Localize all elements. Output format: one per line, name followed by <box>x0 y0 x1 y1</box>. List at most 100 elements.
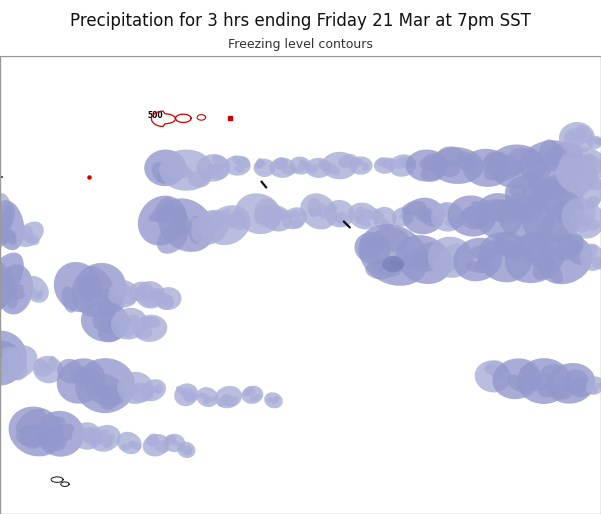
Ellipse shape <box>174 383 198 406</box>
Ellipse shape <box>92 429 109 444</box>
Ellipse shape <box>349 158 361 167</box>
Ellipse shape <box>585 177 601 191</box>
Ellipse shape <box>0 256 14 290</box>
Ellipse shape <box>373 207 397 230</box>
Ellipse shape <box>206 163 223 174</box>
Ellipse shape <box>100 289 120 305</box>
Ellipse shape <box>505 231 565 283</box>
Ellipse shape <box>275 158 288 169</box>
Ellipse shape <box>148 208 166 222</box>
Ellipse shape <box>141 293 159 307</box>
Ellipse shape <box>412 253 436 267</box>
Ellipse shape <box>245 389 256 396</box>
Ellipse shape <box>475 193 523 239</box>
Ellipse shape <box>207 164 229 179</box>
Ellipse shape <box>36 290 44 298</box>
Ellipse shape <box>178 446 186 452</box>
Ellipse shape <box>127 315 139 324</box>
Ellipse shape <box>580 205 596 227</box>
Ellipse shape <box>371 227 409 252</box>
Ellipse shape <box>141 379 166 401</box>
Ellipse shape <box>392 207 413 227</box>
Ellipse shape <box>564 132 584 149</box>
Ellipse shape <box>145 436 156 445</box>
Ellipse shape <box>594 138 601 144</box>
Ellipse shape <box>108 280 138 308</box>
Ellipse shape <box>444 218 463 228</box>
Ellipse shape <box>19 230 35 243</box>
Ellipse shape <box>555 167 579 182</box>
Ellipse shape <box>528 180 549 200</box>
Ellipse shape <box>243 387 253 396</box>
Ellipse shape <box>72 423 102 450</box>
Ellipse shape <box>402 201 426 215</box>
Ellipse shape <box>148 288 163 300</box>
Ellipse shape <box>114 284 132 296</box>
Ellipse shape <box>575 156 595 171</box>
Ellipse shape <box>99 435 113 447</box>
Ellipse shape <box>197 154 230 181</box>
Ellipse shape <box>430 147 484 184</box>
Ellipse shape <box>546 363 596 403</box>
Ellipse shape <box>360 209 374 220</box>
Ellipse shape <box>582 250 591 260</box>
Ellipse shape <box>563 238 588 265</box>
Ellipse shape <box>165 295 174 308</box>
Ellipse shape <box>264 214 278 227</box>
Ellipse shape <box>16 425 50 447</box>
Ellipse shape <box>255 161 266 169</box>
Ellipse shape <box>228 210 240 228</box>
Ellipse shape <box>566 176 601 210</box>
Ellipse shape <box>487 360 507 378</box>
Ellipse shape <box>466 261 494 273</box>
Ellipse shape <box>412 242 447 272</box>
Ellipse shape <box>255 208 275 224</box>
Ellipse shape <box>520 364 537 377</box>
Ellipse shape <box>16 409 46 434</box>
Ellipse shape <box>32 292 43 300</box>
Ellipse shape <box>484 365 503 376</box>
Ellipse shape <box>318 160 328 168</box>
Ellipse shape <box>484 199 508 213</box>
Ellipse shape <box>54 262 102 312</box>
Ellipse shape <box>142 434 170 456</box>
Ellipse shape <box>563 370 589 394</box>
Ellipse shape <box>111 308 147 340</box>
Ellipse shape <box>159 205 186 223</box>
Ellipse shape <box>143 389 154 397</box>
Ellipse shape <box>255 198 276 218</box>
Ellipse shape <box>119 319 135 337</box>
Ellipse shape <box>582 154 597 168</box>
Ellipse shape <box>41 431 67 451</box>
Ellipse shape <box>403 198 445 234</box>
Ellipse shape <box>0 210 2 231</box>
Ellipse shape <box>532 255 555 280</box>
Ellipse shape <box>463 207 489 228</box>
Ellipse shape <box>23 287 37 296</box>
Ellipse shape <box>541 211 579 242</box>
Ellipse shape <box>478 232 532 282</box>
Ellipse shape <box>591 256 601 269</box>
Ellipse shape <box>401 157 414 167</box>
Ellipse shape <box>508 148 542 167</box>
Ellipse shape <box>157 223 189 254</box>
Ellipse shape <box>123 293 136 305</box>
Ellipse shape <box>171 439 180 446</box>
Ellipse shape <box>318 163 329 171</box>
Ellipse shape <box>57 359 84 383</box>
Ellipse shape <box>492 239 520 256</box>
Ellipse shape <box>382 256 404 272</box>
Ellipse shape <box>400 253 427 268</box>
Ellipse shape <box>121 382 138 394</box>
Ellipse shape <box>382 164 394 170</box>
Text: Freezing level contours: Freezing level contours <box>228 38 373 51</box>
Ellipse shape <box>463 149 511 187</box>
Ellipse shape <box>191 217 213 237</box>
Ellipse shape <box>135 281 165 308</box>
Ellipse shape <box>295 166 300 173</box>
Ellipse shape <box>8 407 64 456</box>
Ellipse shape <box>569 378 594 397</box>
Ellipse shape <box>438 146 465 167</box>
Ellipse shape <box>308 164 319 174</box>
Ellipse shape <box>212 155 228 167</box>
